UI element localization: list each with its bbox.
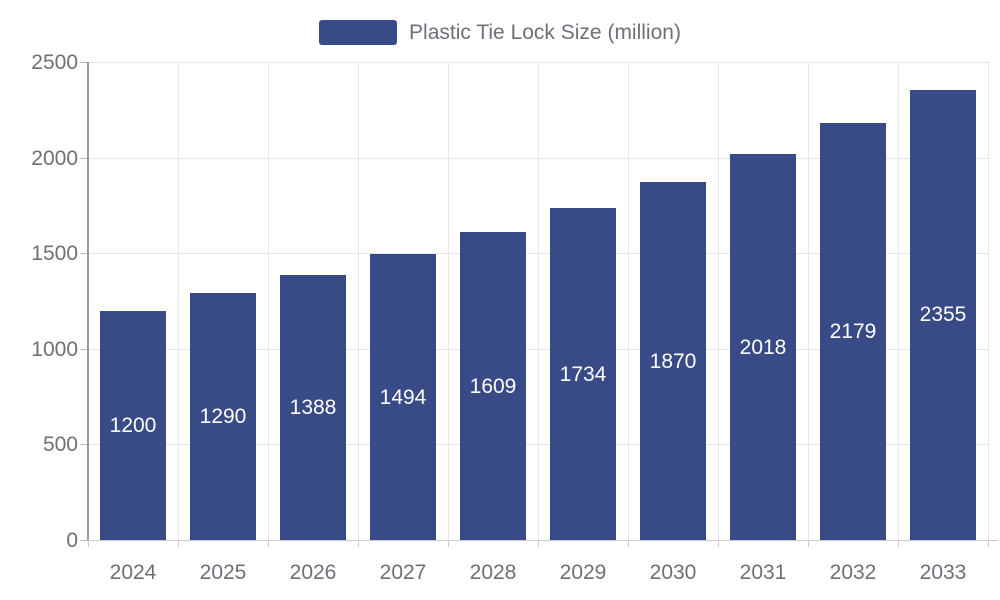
legend-label: Plastic Tie Lock Size (million) [409,20,681,44]
bar-value-label: 2179 [829,320,877,344]
bar-2033[interactable]: 2355 [910,89,976,540]
gridline-x-5 [538,62,539,540]
y-axis-label-1500: 1500 [31,242,78,266]
bar-value-label: 2355 [919,303,967,327]
bar-2032[interactable]: 2179 [820,123,886,540]
y-tick-500 [80,444,87,446]
gridline-x-6 [628,62,629,540]
x-axis-label-2028: 2028 [469,561,517,584]
x-axis-label-2032: 2032 [829,561,877,584]
legend-swatch-icon [319,19,398,45]
x-axis-label-2024: 2024 [109,561,157,584]
bar-value-label: 1609 [469,374,517,398]
bar-2029[interactable]: 1734 [550,208,616,540]
x-tick-4 [448,541,449,547]
bar-2024[interactable]: 1200 [100,310,166,540]
bar-value-label: 1388 [289,395,337,419]
y-axis-line [87,62,89,540]
bar-value-label: 2018 [739,335,787,359]
bar-value-label: 1290 [199,405,247,429]
bar-value-label: 1200 [109,413,157,437]
x-tick-0 [88,541,89,547]
x-tick-8 [808,541,809,547]
bar-2031[interactable]: 2018 [730,154,796,540]
y-tick-1500 [80,253,87,255]
x-axis-label-2031: 2031 [739,561,787,584]
bar-value-label: 1494 [379,385,427,409]
plot-area: 1200 1290 1388 1494 1609 1734 1870 2018 2179 2355 [80,62,998,547]
x-tick-3 [358,541,359,547]
gridline-x-2 [268,62,269,540]
y-axis-label-1000: 1000 [31,337,78,361]
y-tick-1000 [80,348,87,350]
y-axis-label-0: 0 [66,529,78,552]
x-axis-label-2030: 2030 [649,561,697,584]
x-tick-6 [628,541,629,547]
y-tick-2000 [80,157,87,159]
y-axis-label-2500: 2500 [31,51,78,74]
gridline-x-9 [898,62,899,540]
x-axis-label-2027: 2027 [379,561,427,584]
y-axis-label-2000: 2000 [31,146,78,170]
gridline-x-4 [448,62,449,540]
gridline-x-1 [178,62,179,540]
bar-2028[interactable]: 1609 [460,232,526,540]
x-tick-9 [898,541,899,547]
bar-2030[interactable]: 1870 [640,182,706,540]
bar-2025[interactable]: 1290 [190,293,256,540]
x-tick-7 [718,541,719,547]
legend-item[interactable]: Plastic Tie Lock Size (million) [0,16,1000,48]
gridline-x-8 [808,62,809,540]
gridline-x-7 [718,62,719,540]
x-tick-5 [538,541,539,547]
x-tick-1 [178,541,179,547]
gridline-x-3 [358,62,359,540]
gridline-x-10 [988,62,989,540]
x-axis-label-2033: 2033 [919,561,967,584]
y-axis-label-500: 500 [42,433,78,457]
x-axis-label-2026: 2026 [289,561,337,584]
y-tick-0 [80,540,87,541]
x-axis-label-2029: 2029 [559,561,607,584]
bar-2026[interactable]: 1388 [280,274,346,540]
bar-2027[interactable]: 1494 [370,254,436,540]
y-tick-2500 [80,62,87,63]
x-axis-line [80,540,998,541]
x-axis-label-2025: 2025 [199,561,247,584]
bar-value-label: 1870 [649,349,697,373]
x-tick-10 [988,541,989,547]
bar-value-label: 1734 [559,362,607,386]
x-tick-2 [268,541,269,547]
